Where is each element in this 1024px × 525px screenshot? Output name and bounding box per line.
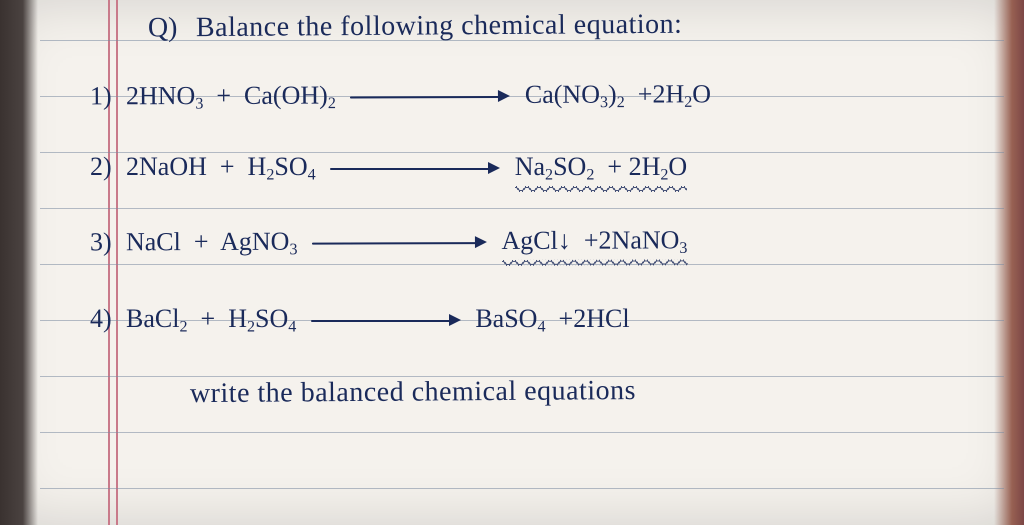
coef: 2 (126, 81, 139, 110)
footer-text: write the balanced chemical equations (190, 377, 636, 408)
formula: SO (255, 304, 288, 333)
reaction-arrow (350, 89, 510, 104)
formula: O (668, 152, 687, 181)
sub: 4 (537, 319, 545, 336)
eq2-lhs: 2NaOH + H2SO4 Na2SO2 + 2H2O (126, 154, 687, 184)
formula: HNO (139, 81, 195, 110)
plus: + (559, 304, 574, 333)
coef: 2 (652, 79, 665, 108)
eq3-lhs: NaCl + AgNO3 AgCl↓ +2NaNO3 (126, 227, 688, 259)
sub: 4 (288, 319, 296, 336)
product-underlined: Na2SO2 + 2H2O (515, 154, 688, 184)
plus: + (607, 152, 622, 181)
plus: + (638, 79, 653, 108)
plus: + (220, 152, 235, 181)
right-edge-shadow (994, 0, 1024, 525)
sub: 3 (600, 94, 608, 111)
formula: H (642, 152, 661, 181)
equation-row-1: 1) 2HNO3 + Ca(OH)2 Ca(NO3)2 +2H2O (0, 80, 994, 139)
sub: 2 (328, 95, 336, 112)
sub: 2 (617, 94, 625, 111)
reaction-arrow (311, 313, 461, 327)
precipitate-arrow: ↓ (558, 226, 571, 255)
plus: + (584, 226, 599, 255)
formula: AgCl (501, 226, 557, 255)
sub: 3 (679, 240, 687, 257)
question-prefix: Q) (148, 14, 178, 42)
formula: NaOH (139, 152, 207, 181)
question-row: Q) Balance the following chemical equati… (0, 9, 994, 72)
formula: AgNO (220, 227, 289, 256)
product-underlined: AgCl↓ +2NaNO3 (501, 227, 687, 257)
sub: 2 (586, 167, 594, 184)
formula: HCl (586, 304, 629, 333)
equation-row-4: 4) BaCl2 + H2SO4 BaSO4 +2HCl (0, 306, 994, 362)
notebook-page: Q) Balance the following chemical equati… (0, 0, 1024, 525)
paren: ) (608, 80, 617, 109)
eq1-lhs: 2HNO3 + Ca(OH)2 Ca(NO3)2 +2H2O (126, 81, 711, 113)
sub: 4 (308, 167, 316, 184)
formula: H (248, 152, 267, 181)
footer-row: write the balanced chemical equations (0, 375, 994, 438)
eq-num: 4) (90, 306, 112, 332)
reaction-arrow (330, 161, 500, 175)
eq4-lhs: BaCl2 + H2SO4 BaSO4 +2HCl (126, 306, 630, 336)
plus: + (194, 227, 209, 256)
formula: Ca(OH) (244, 81, 328, 110)
formula: BaCl (126, 304, 179, 333)
sub: 3 (195, 96, 203, 113)
sub: 2 (545, 167, 553, 184)
formula: H (228, 304, 247, 333)
plus: + (201, 304, 216, 333)
sub: 2 (247, 319, 255, 336)
formula: SO (553, 152, 586, 181)
formula: Na (515, 152, 545, 181)
formula: Ca(NO (525, 80, 600, 109)
sub: 3 (289, 241, 297, 258)
formula: SO (274, 152, 307, 181)
equation-row-3: 3) NaCl + AgNO3 AgCl↓ +2NaNO3 (0, 226, 994, 285)
coef: 2 (126, 152, 139, 181)
coef: 2 (629, 152, 642, 181)
sub: 2 (179, 319, 187, 336)
reaction-arrow (312, 235, 487, 250)
formula: BaSO (475, 304, 537, 333)
formula: O (692, 79, 711, 108)
formula: NaCl (126, 227, 181, 256)
formula: H (665, 79, 684, 108)
question-text: Balance the following chemical equation: (196, 11, 683, 42)
plus: + (216, 81, 231, 110)
formula: NaNO (611, 225, 679, 254)
coef: 2 (598, 226, 611, 255)
eq-num: 1) (90, 83, 112, 109)
equation-row-2: 2) 2NaOH + H2SO4 Na2SO2 + 2H2O (0, 154, 994, 210)
coef: 2 (573, 304, 586, 333)
eq-num: 3) (90, 229, 112, 255)
eq-num: 2) (90, 154, 112, 180)
